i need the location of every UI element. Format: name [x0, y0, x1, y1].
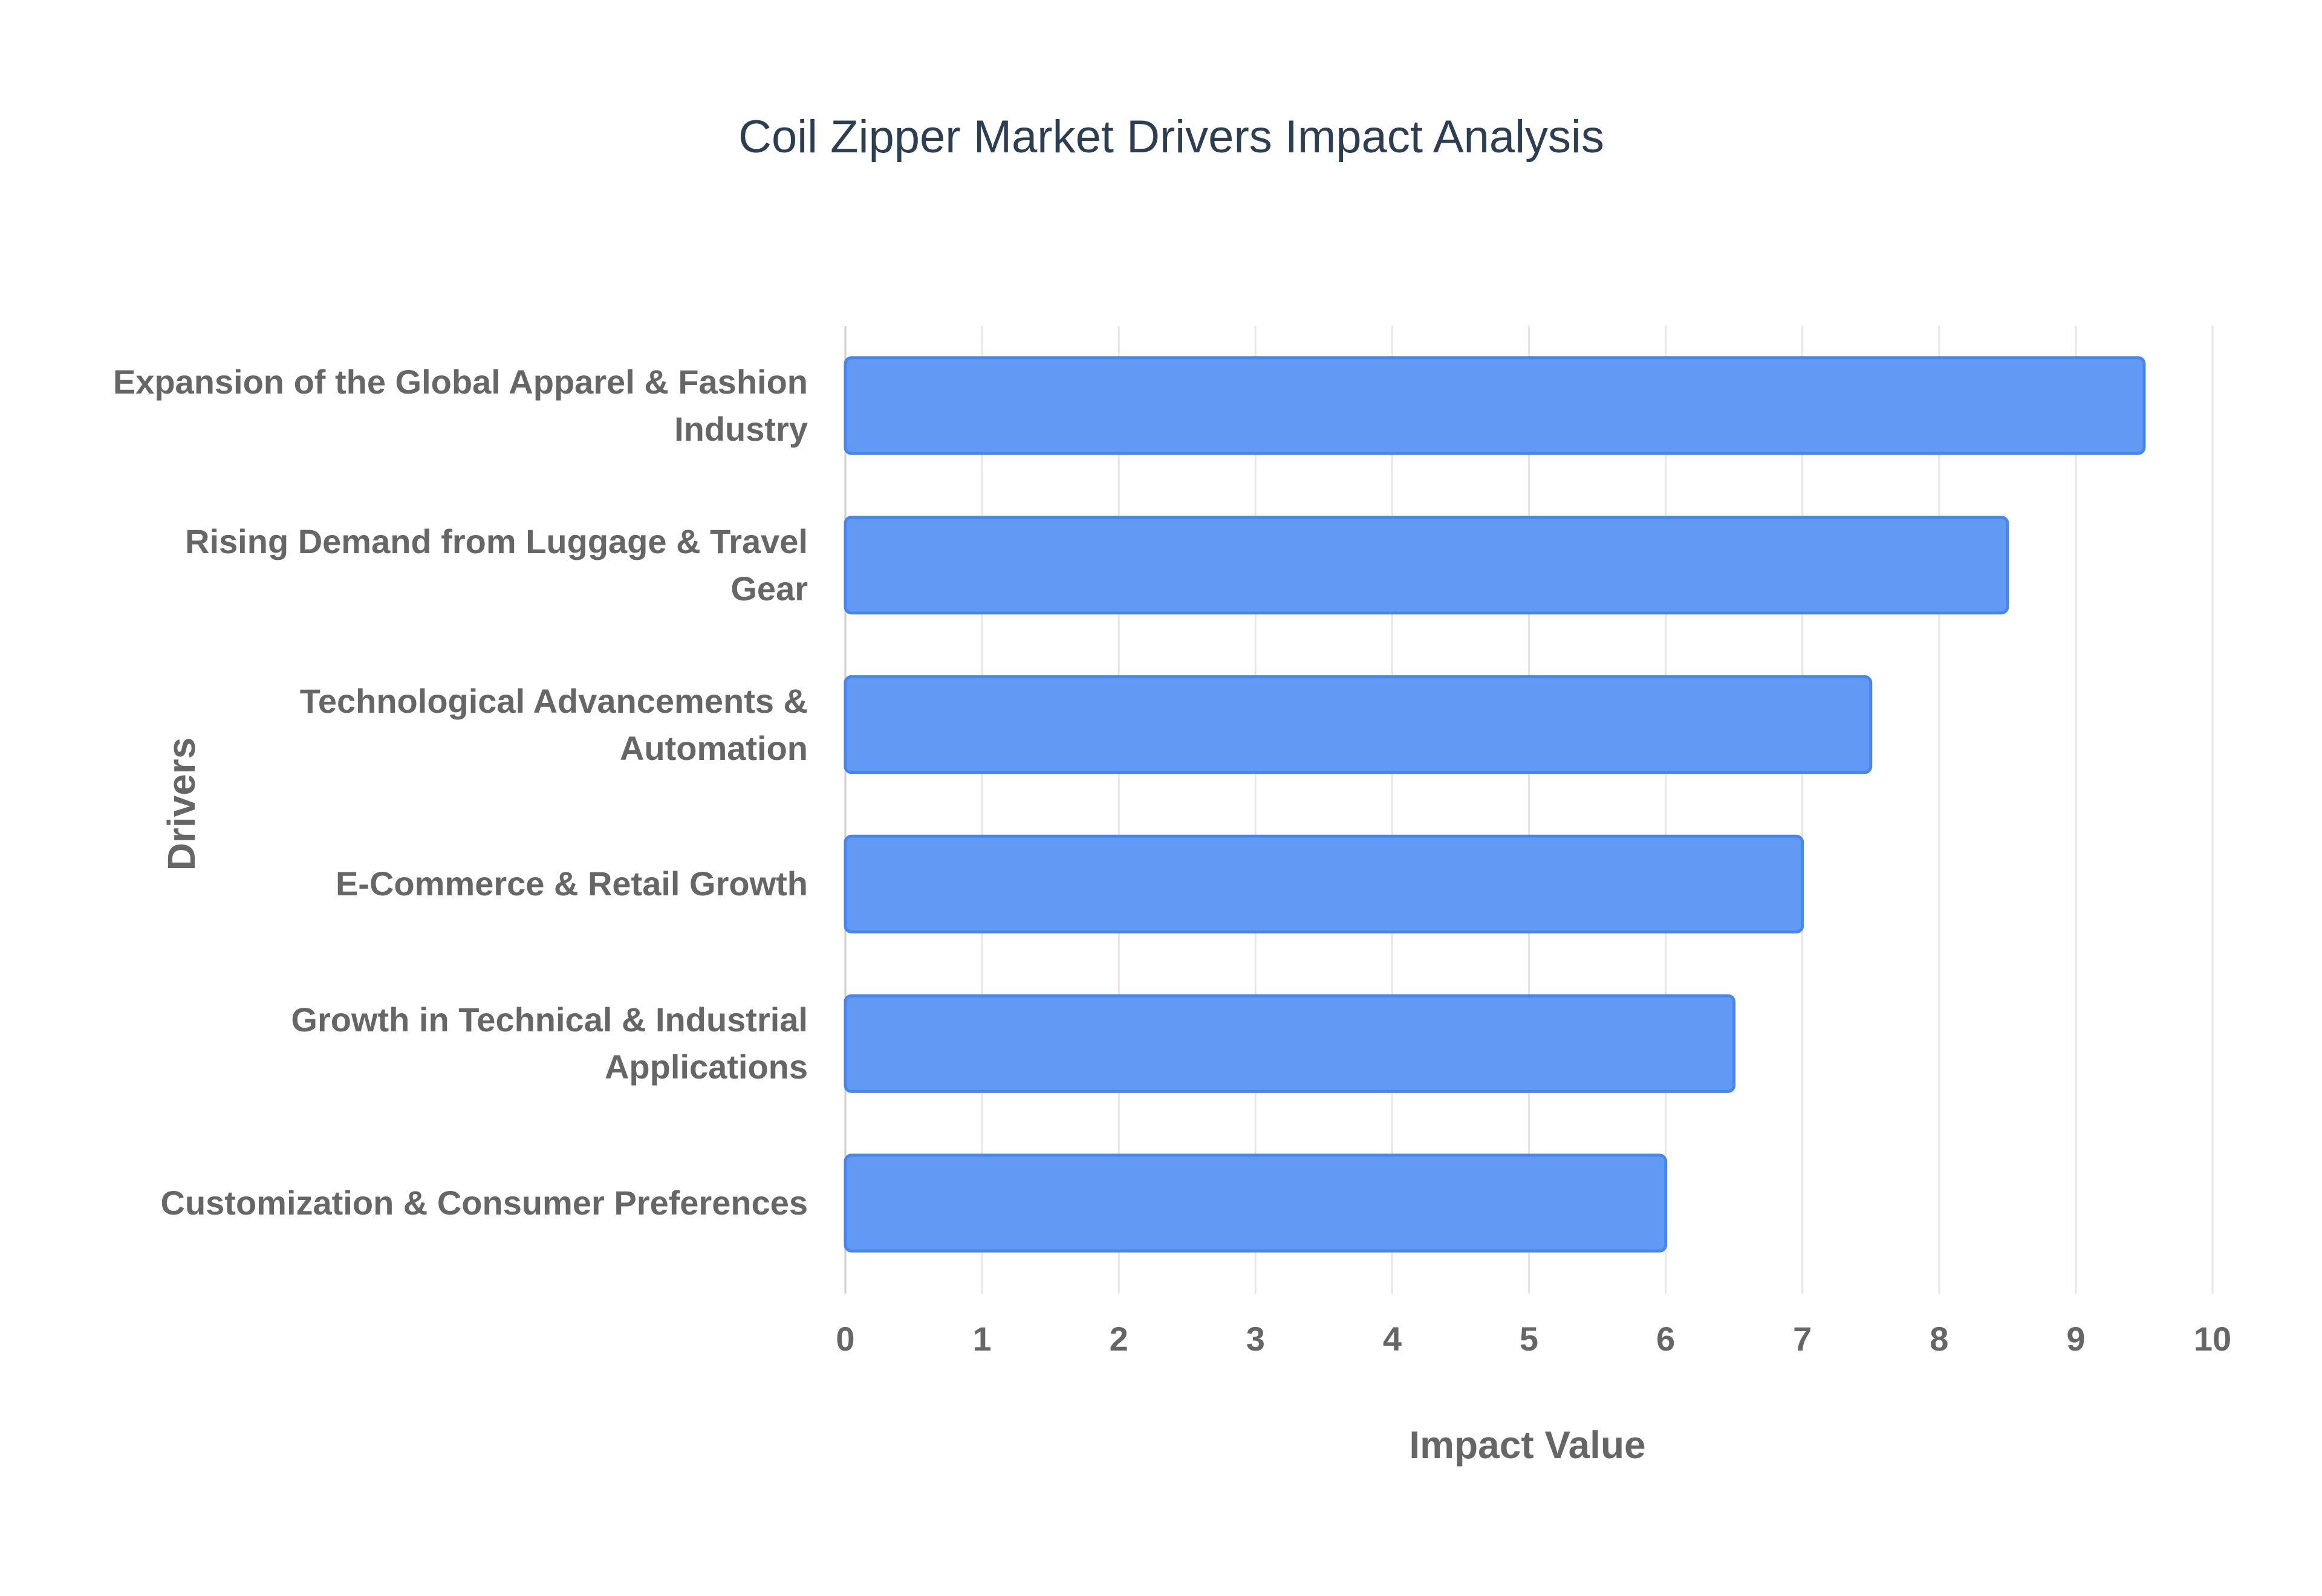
x-tick-label: 9 — [2066, 1320, 2085, 1358]
bar — [844, 675, 1873, 774]
x-tick-label: 4 — [1383, 1320, 1402, 1358]
x-tick-label: 7 — [1793, 1320, 1812, 1358]
y-axis-title: Drivers — [160, 738, 203, 871]
y-tick-label: Technological Advancements & Automation — [299, 681, 808, 767]
bar — [844, 356, 2146, 455]
y-tick-label: Expansion of the Global Apparel & Fashio… — [112, 362, 808, 448]
x-tick-label: 0 — [836, 1320, 854, 1358]
x-tick-label: 8 — [1930, 1320, 1948, 1358]
y-tick-label: Rising Demand from Luggage & Travel Gear — [185, 522, 808, 608]
x-tick-label: 10 — [2194, 1320, 2231, 1358]
y-tick-label: Customization & Consumer Preferences — [160, 1184, 808, 1222]
x-tick-label: 1 — [973, 1320, 992, 1358]
y-tick-label: E-Commerce & Retail Growth — [335, 864, 808, 903]
bar — [844, 834, 1804, 934]
x-tick-label: 3 — [1246, 1320, 1265, 1358]
bar — [844, 1153, 1668, 1253]
x-tick-label: 5 — [1520, 1320, 1538, 1358]
bar — [844, 994, 1736, 1093]
bar — [844, 516, 2009, 615]
x-tick-label: 2 — [1110, 1320, 1128, 1358]
x-axis-title: Impact Value — [1409, 1423, 1645, 1467]
x-tick-label: 6 — [1656, 1320, 1675, 1358]
chart-title: Coil Zipper Market Drivers Impact Analys… — [738, 111, 1604, 163]
y-tick-label: Growth in Technical & Industrial Applica… — [291, 1001, 808, 1086]
